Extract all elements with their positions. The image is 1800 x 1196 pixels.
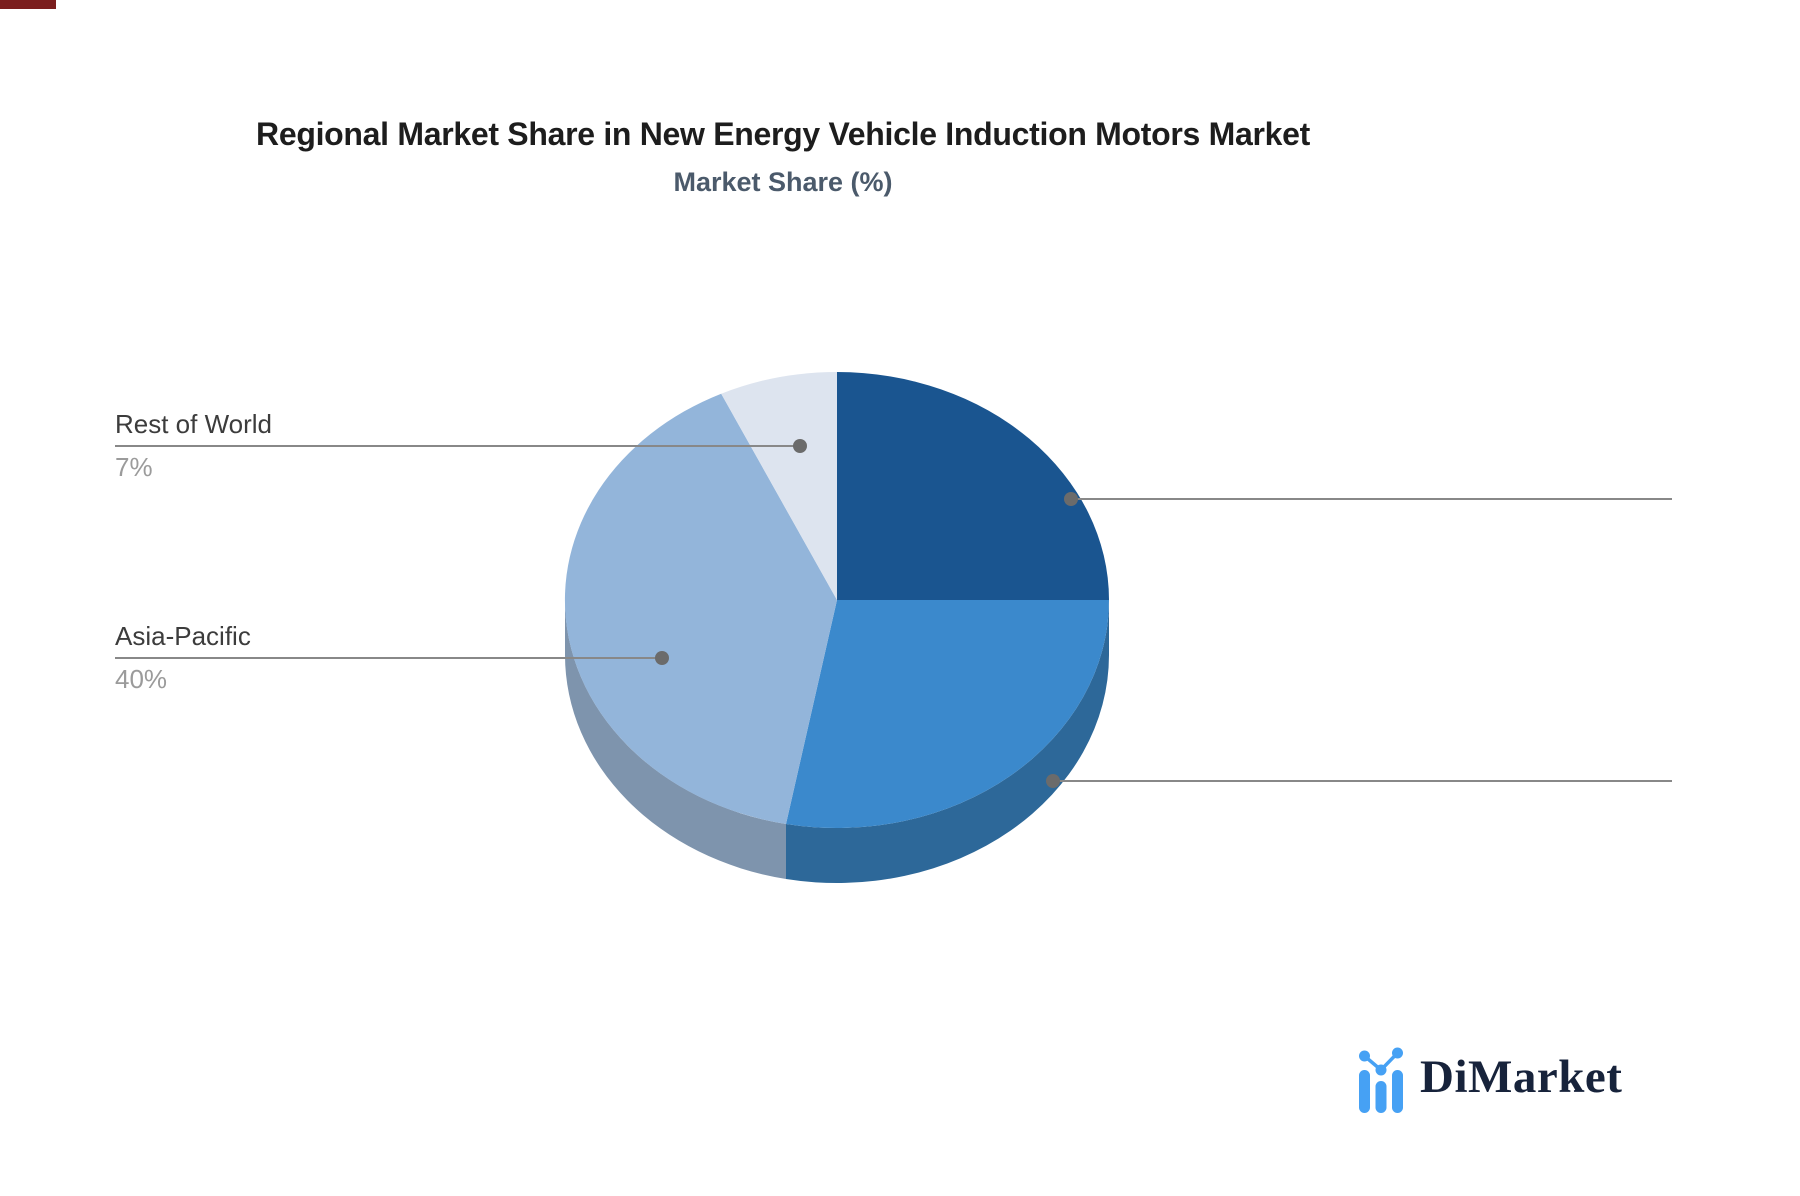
leader-dot-europe <box>1046 774 1060 788</box>
callout-label: Rest of World <box>115 409 273 439</box>
leader-dot-north-america <box>1064 492 1078 506</box>
logo-dot-middle <box>1375 1064 1387 1076</box>
pie-slice-rest-of-world <box>721 372 837 600</box>
chart-title: Regional Market Share in New Energy Vehi… <box>256 116 1310 152</box>
callout-label: Asia-Pacific <box>115 621 251 651</box>
pie-slice-europe <box>786 600 1109 829</box>
logo-dot-left <box>1359 1050 1370 1062</box>
logo-bar-right <box>1392 1070 1403 1113</box>
logo-dot-right <box>1392 1047 1403 1059</box>
chart-subtitle: Market Share (%) <box>673 167 893 197</box>
logo-bar-middle <box>1375 1081 1387 1113</box>
callout-value: 40% <box>115 664 168 694</box>
leader-dot-rest-of-world <box>793 439 807 453</box>
logo-text: DiMarket <box>1420 1051 1623 1103</box>
screen-corner-artifact <box>0 0 56 9</box>
pie-depth-asia-pacific <box>564 600 786 879</box>
leader-dot-asia-pacific <box>655 651 669 665</box>
pie-slice-north-america <box>837 372 1109 600</box>
callout-value: 7% <box>115 452 153 482</box>
dimarket-logo: DiMarket <box>1356 1036 1622 1118</box>
pie-slice-asia-pacific <box>564 393 837 824</box>
bar-chart-with-trend-dots-icon <box>1359 1047 1403 1113</box>
logo-bar-left <box>1359 1070 1370 1113</box>
pie-depth-europe <box>786 600 1109 884</box>
